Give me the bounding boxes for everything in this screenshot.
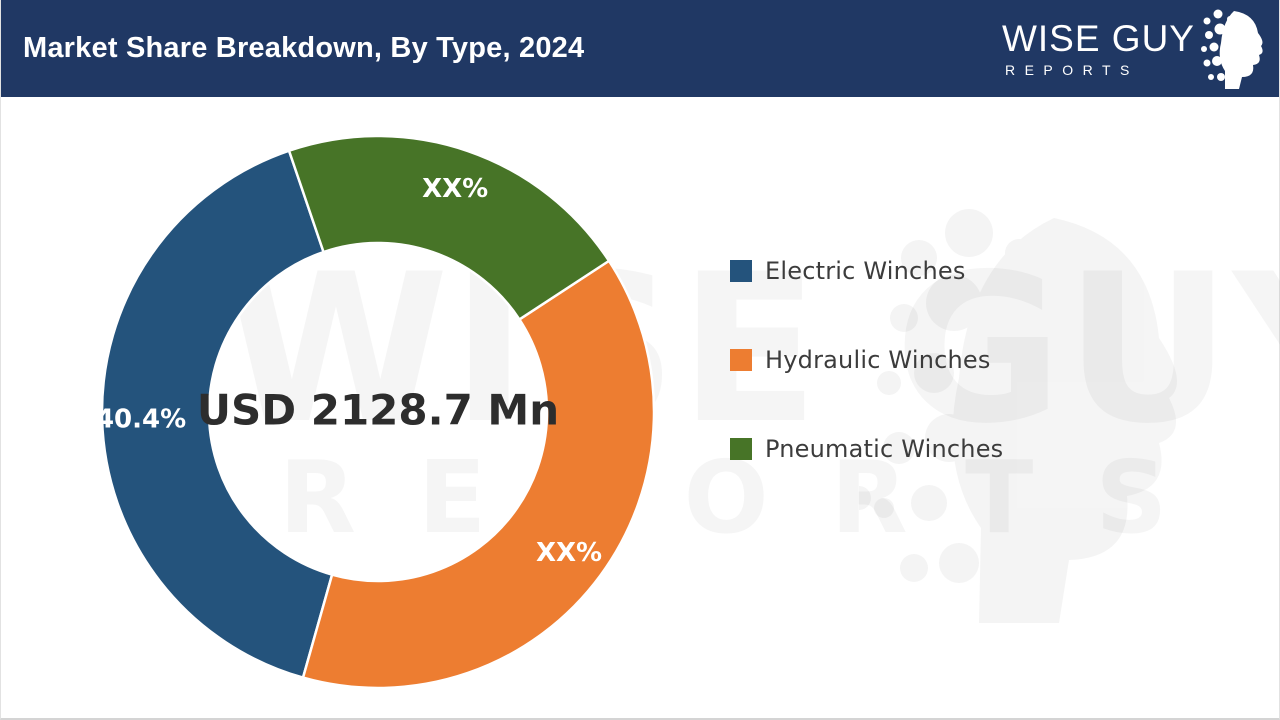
watermark-face-icon [859,209,1177,623]
legend-item-hydraulic-winches: Hydraulic Winches [730,345,1003,375]
legend-swatch-hydraulic [730,349,752,371]
legend-item-electric-winches: Electric Winches [730,256,1003,286]
slice-percentage-label: XX% [536,538,602,568]
chart-center-value: USD 2128.7 Mn [196,385,560,435]
slice-percentage-label: 40.4% [96,404,186,434]
logo-wordmark: WISE GUY REPORTS [1002,20,1195,77]
legend-label: Pneumatic Winches [765,435,1004,463]
logo-sub-text: REPORTS [1004,62,1139,78]
legend-item-pneumatic-winches: Pneumatic Winches [730,434,1003,464]
header-bar: Market Share Breakdown, By Type, 2024 WI… [1,0,1279,97]
watermark-sub-text: REPORTS [279,439,1230,556]
legend-swatch-pneumatic [730,438,752,460]
logo-face-icon [1201,9,1263,89]
legend-swatch-electric [730,260,752,282]
legend-label: Electric Winches [765,257,966,285]
wise-guy-logo: WISE GUY REPORTS [1002,7,1265,91]
chart-legend: Electric Winches Hydraulic Winches Pneum… [730,256,1003,464]
page-title: Market Share Breakdown, By Type, 2024 [23,32,585,64]
donut-slice-hydraulic-winches[interactable] [301,259,656,690]
slice-percentage-label: XX% [422,174,488,204]
donut-slice-pneumatic-winches[interactable] [287,134,611,321]
legend-label: Hydraulic Winches [765,346,991,374]
logo-brand-text: WISE GUY [1001,18,1195,59]
donut-slice-electric-winches[interactable] [100,149,334,679]
